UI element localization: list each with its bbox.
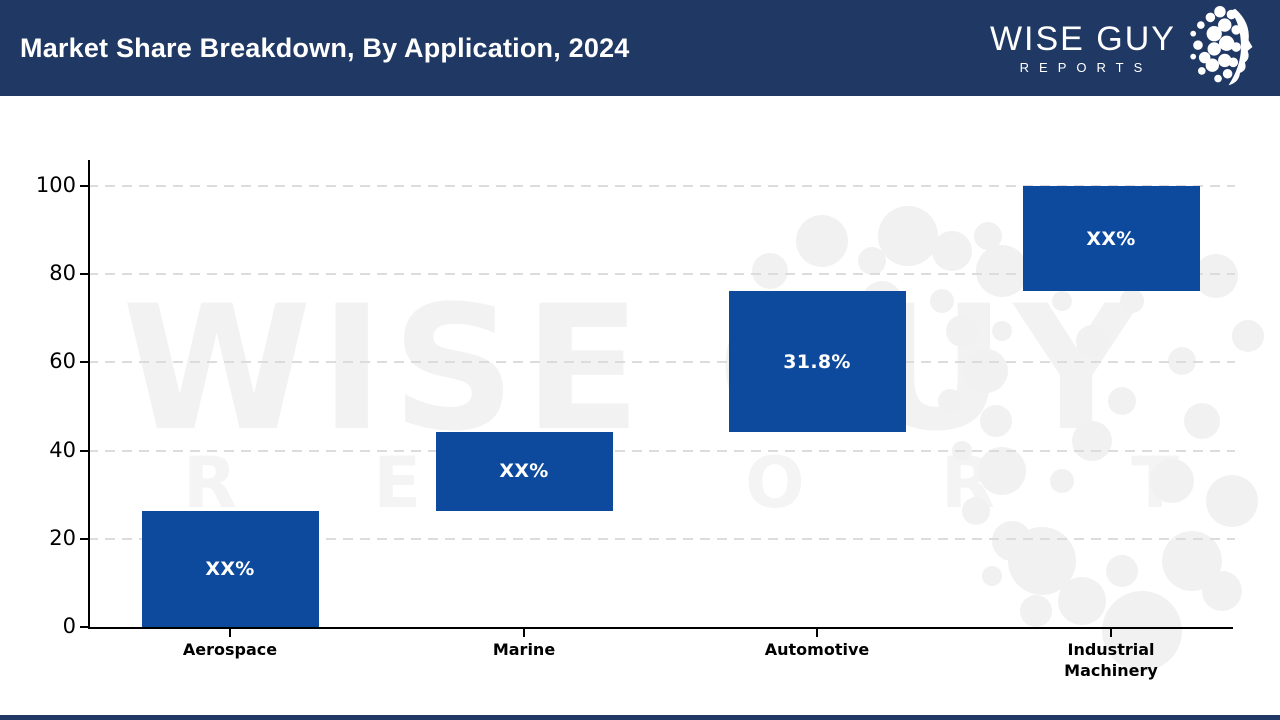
chart-title: Market Share Breakdown, By Application, … [20,32,630,63]
brand-subtitle: REPORTS [1019,60,1153,75]
brand-name: WISE GUY [989,20,1176,58]
y-tick-mark [80,537,88,540]
bar-value-label: XX% [1086,227,1136,250]
y-tick-label: 60 [49,349,76,374]
y-tick-label: 40 [49,437,76,462]
x-tick-mark [816,628,818,637]
gridline-60 [88,361,1235,364]
y-tick-label: 20 [49,525,76,550]
bar-value-label: 31.8% [783,350,851,373]
y-axis-line [88,160,90,629]
x-category-label: Automotive [764,640,870,659]
gridline-20 [88,537,1235,540]
bar-aerospace: XX% [141,510,319,627]
bar-marine: XX% [435,431,613,511]
x-category-label: Industrial Machinery [1064,640,1158,680]
x-tick-mark [229,628,231,637]
bar-automotive: 31.8% [728,291,906,432]
x-tick-mark [523,628,525,637]
bar-value-label: XX% [205,557,255,580]
y-tick-mark [80,626,88,628]
footer-bar [0,715,1280,720]
x-category-label: Aerospace [182,640,278,659]
y-tick-mark [80,449,88,452]
x-tick-mark [1110,628,1112,637]
gridline-80 [88,273,1235,276]
brand-face-icon [1190,5,1253,86]
y-tick-mark [80,273,88,276]
y-tick-label: 100 [35,173,76,197]
y-tick-mark [80,361,88,364]
y-tick-label: 0 [62,614,76,638]
x-axis-line [88,627,1233,629]
brand-logo: WISE GUY REPORTS [990,5,1256,91]
gridline-100 [88,185,1235,187]
y-tick-label: 80 [49,261,76,286]
header-bar: Market Share Breakdown, By Application, … [0,0,1280,96]
gridline-40 [88,449,1235,452]
brand-logo-text: WISE GUY REPORTS [990,22,1176,74]
bar-industrial-machinery: XX% [1022,186,1200,292]
x-category-label: Marine [492,640,556,659]
watermark-head-dots-icon [752,206,1264,671]
y-tick-mark [80,185,88,187]
bar-value-label: XX% [499,460,549,483]
